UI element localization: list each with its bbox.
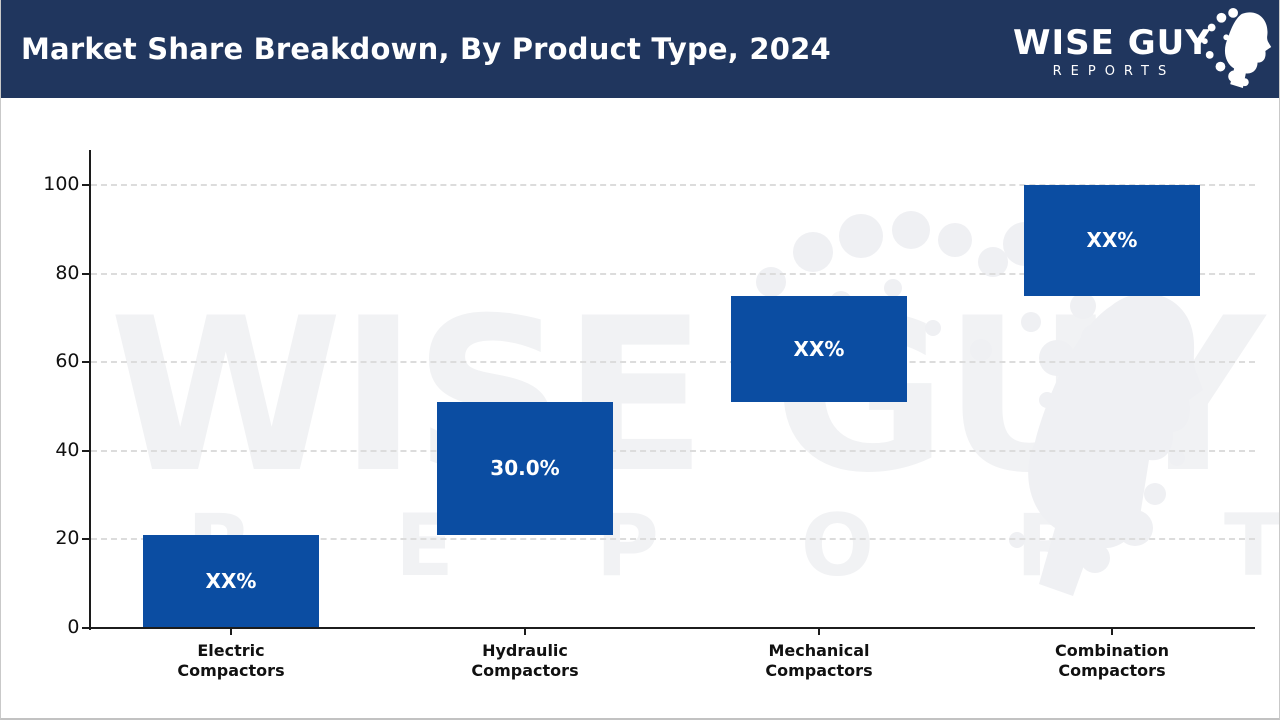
y-axis-tick <box>81 361 89 363</box>
x-axis-category-label: Hydraulic Compactors <box>471 640 579 680</box>
y-axis-tick-label: 80 <box>55 261 80 284</box>
x-axis-tick <box>818 628 820 635</box>
y-axis-tick <box>81 538 89 540</box>
y-axis-tick <box>81 272 89 275</box>
bar-segment: XX% <box>143 534 319 628</box>
x-axis-category-label: Combination Compactors <box>1054 640 1170 680</box>
y-axis-tick <box>81 184 89 186</box>
y-gridline <box>90 361 1255 363</box>
y-axis-tick-label: 40 <box>55 438 80 461</box>
brand-head-icon <box>1201 7 1272 89</box>
bar-segment: XX% <box>731 295 907 402</box>
y-axis-tick-label: 0 <box>67 615 80 638</box>
brand-logo: WISE GUY REPORTS <box>1013 4 1273 94</box>
header-bar: Market Share Breakdown, By Product Type,… <box>1 0 1279 98</box>
x-axis-tick <box>230 628 232 635</box>
y-axis-tick <box>81 626 89 629</box>
y-axis-line <box>88 150 91 630</box>
bar-segment: 30.0% <box>437 401 613 535</box>
brand-logo-text: WISE GUY REPORTS <box>1013 25 1211 79</box>
bar-value-label: XX% <box>793 336 845 361</box>
bar-value-label: 30.0% <box>490 456 560 481</box>
x-axis-tick <box>1111 628 1113 635</box>
x-axis-category-label: Mechanical Compactors <box>765 640 873 680</box>
y-axis-tick <box>81 449 89 452</box>
y-gridline <box>90 272 1255 275</box>
x-axis-category-label: Electric Compactors <box>177 640 285 680</box>
bar-value-label: XX% <box>1086 228 1138 253</box>
bar-segment: XX% <box>1024 185 1200 296</box>
page-title: Market Share Breakdown, By Product Type,… <box>21 32 831 66</box>
x-axis-tick <box>524 628 526 635</box>
y-axis-tick-label: 100 <box>43 173 80 195</box>
y-gridline <box>90 449 1255 452</box>
brand-name: WISE GUY <box>1013 23 1211 63</box>
y-axis-tick-label: 60 <box>55 350 80 372</box>
bar-value-label: XX% <box>205 569 257 594</box>
y-axis-tick-label: 20 <box>55 527 80 549</box>
y-gridline <box>90 538 1255 540</box>
y-gridline <box>90 184 1255 186</box>
brand-subname: REPORTS <box>1052 64 1176 79</box>
x-axis-line <box>88 626 1255 629</box>
